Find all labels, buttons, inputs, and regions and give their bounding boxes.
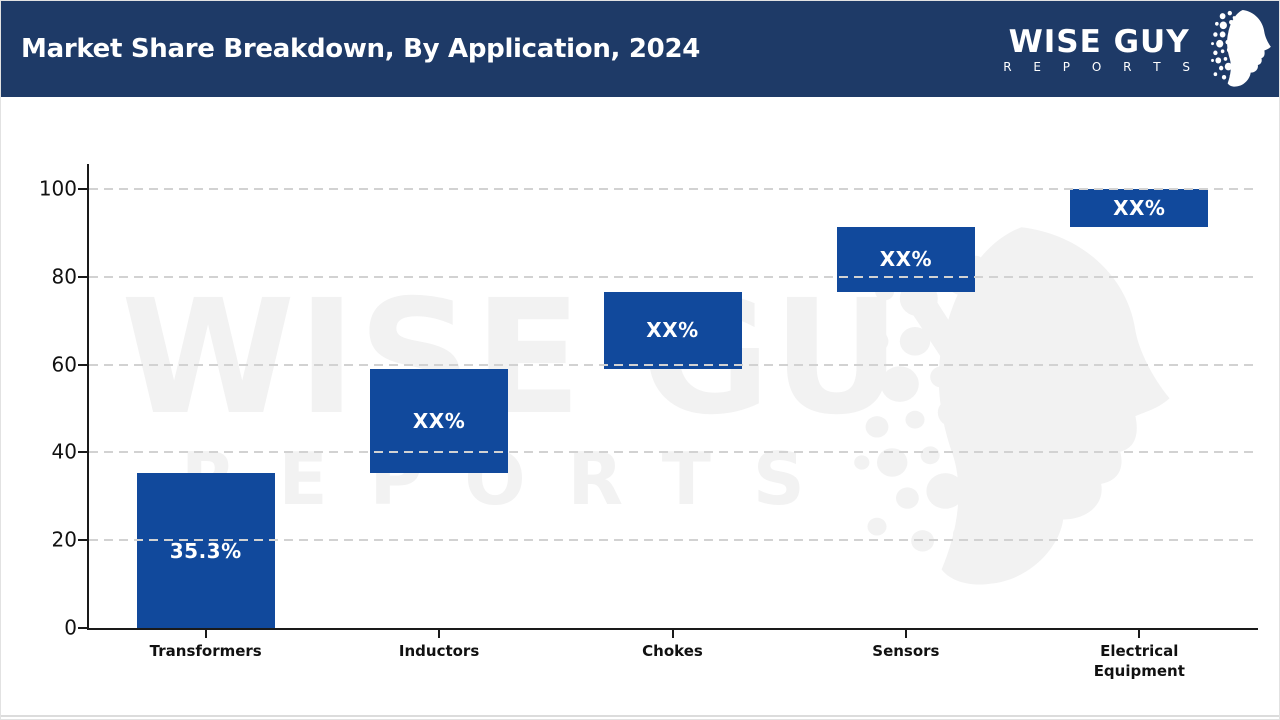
waterfall-bar: XX% <box>836 226 975 292</box>
watermark-wordmark: WISE GUY <box>121 266 1020 450</box>
watermark-subtitle: REPORTS <box>181 437 847 521</box>
y-tick-label: 40 <box>51 439 77 464</box>
gridline <box>89 363 1256 366</box>
y-axis-line <box>87 164 89 630</box>
x-axis-tick <box>204 630 207 638</box>
x-axis-tick <box>438 630 441 638</box>
y-tick-label: 0 <box>64 615 77 640</box>
header-bar: Market Share Breakdown, By Application, … <box>1 1 1279 97</box>
wise-guy-head-icon <box>1211 10 1271 87</box>
gridline <box>89 275 1256 278</box>
x-category-label: Chokes <box>642 642 703 660</box>
y-axis-tick <box>78 539 87 542</box>
logo-text: WISE GUY R E P O R T S <box>999 26 1199 75</box>
gridline <box>89 539 1256 542</box>
x-category-label: Sensors <box>872 642 940 660</box>
waterfall-bar: XX% <box>1070 189 1209 227</box>
waterfall-bar: XX% <box>603 291 742 369</box>
x-category-label: Transformers <box>149 642 262 660</box>
bar-value-label: XX% <box>412 409 466 433</box>
bar-value-label: XX% <box>646 318 699 343</box>
x-axis-line <box>87 628 1258 630</box>
y-axis-tick <box>78 451 87 454</box>
bar-value-label: XX% <box>1113 195 1166 220</box>
x-axis-tick <box>904 630 907 638</box>
page-title: Market Share Breakdown, By Application, … <box>21 34 701 64</box>
x-axis-tick <box>671 630 674 638</box>
y-tick-label: 20 <box>51 527 77 552</box>
y-axis-tick <box>78 188 87 190</box>
y-axis-tick <box>78 627 87 629</box>
bar-value-label: XX% <box>879 247 933 272</box>
x-category-label: Electrical Equipment <box>1093 642 1185 681</box>
y-tick-label: 60 <box>51 352 77 377</box>
x-category-label: Inductors <box>398 642 480 660</box>
y-axis-tick <box>78 363 87 366</box>
gridline <box>89 451 1256 454</box>
waterfall-bar: 35.3% <box>136 473 275 628</box>
logo-wordmark: WISE GUY <box>1008 23 1190 60</box>
y-tick-label: 80 <box>51 264 77 289</box>
logo-subtitle: R E P O R T S <box>1003 60 1199 75</box>
footer-divider <box>1 715 1279 717</box>
gridline <box>89 188 1256 190</box>
y-tick-label: 100 <box>38 176 77 201</box>
bar-value-label: 35.3% <box>169 538 242 563</box>
x-axis-tick <box>1138 630 1141 638</box>
waterfall-bar: XX% <box>370 368 509 474</box>
y-axis-tick <box>78 275 87 278</box>
wise-guy-logo: WISE GUY R E P O R T S <box>999 1 1273 97</box>
